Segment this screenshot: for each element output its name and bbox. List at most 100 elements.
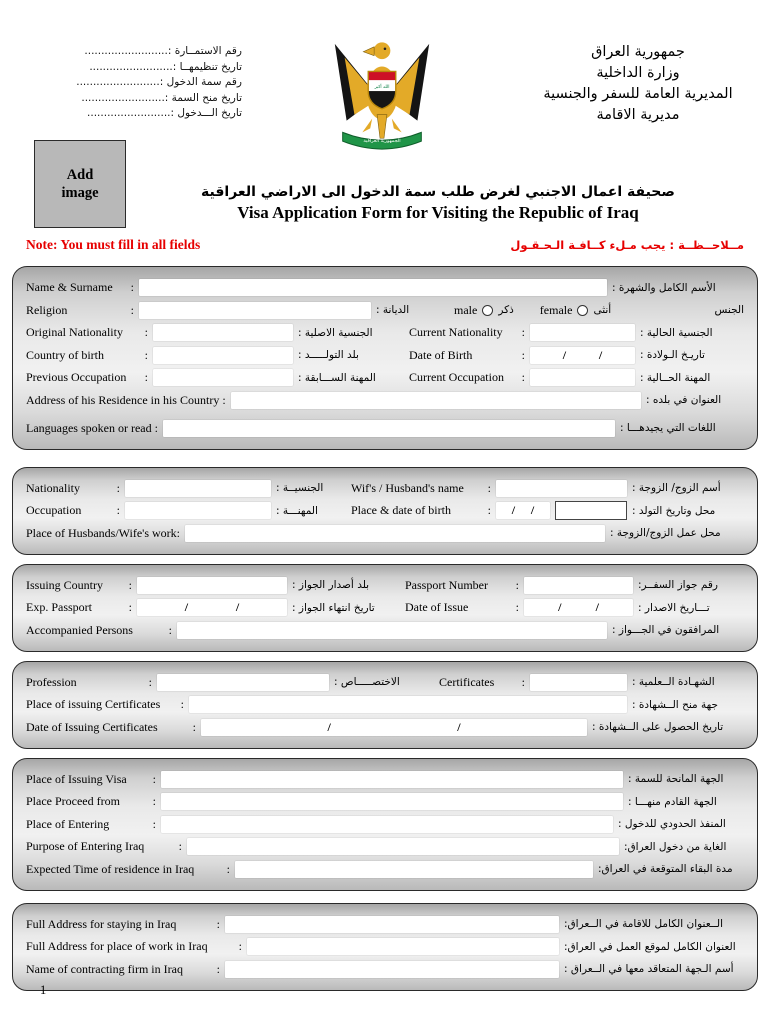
field-label-ar: الاختصـــــاص : [334, 676, 400, 688]
field-label-ar: الجهة القادم منهـــا : [628, 795, 717, 808]
label-colon: : [521, 347, 525, 362]
form-row: Place of issuing Certificates: جهة منح ال… [26, 695, 744, 715]
text-input[interactable] [225, 960, 559, 978]
text-input[interactable] [125, 479, 271, 497]
label-colon: : [515, 577, 519, 592]
date-input[interactable]: / / [201, 718, 587, 736]
field-label-ar: تاريخ الحصول على الــشهادة : [592, 721, 724, 733]
label-text: Previous Occupation [26, 370, 127, 384]
form-row: Previous Occupation: المهنة الســـابقة : C… [26, 368, 744, 388]
text-input[interactable] [157, 673, 329, 691]
label-colon: : [226, 861, 230, 876]
field-label-ar: الشهـادة الــعلمية : [632, 676, 715, 688]
add-image-button[interactable]: Add image [34, 140, 126, 228]
text-input[interactable] [496, 479, 627, 497]
field-label-ar: المهنة الســـابقة : [298, 371, 376, 384]
note-arabic: مــلاحــظــة : يجب مـلء كــافـة الـحـقـو… [510, 238, 744, 252]
field-label-ar: تاريـخ الـولادة : [640, 349, 705, 361]
slash-separator: / [511, 503, 516, 517]
text-input[interactable] [139, 279, 607, 296]
form-row: Address of his Residence in his Country … [26, 390, 744, 410]
field-label-en: Full Address for staying in Iraq: [26, 917, 220, 932]
text-input[interactable] [235, 860, 593, 878]
text-input[interactable] [161, 815, 613, 833]
field-label-ar: محل عمل الزوج/الزوجة : [610, 527, 721, 539]
form-row: Name & Surname: الأسم الكامل والشهرة : [26, 278, 744, 298]
label-text: Date of Issuing Certificates [26, 719, 158, 734]
flag-takbir-text: الله أكبر [374, 83, 390, 90]
emblem-banner-text: الجمهورية العراقية [363, 138, 400, 144]
admin-field: تاريخ الـــدخول :.......................… [87, 107, 242, 119]
text-input[interactable] [184, 524, 605, 542]
text-input[interactable] [125, 502, 271, 519]
field-label-en: Previous Occupation: [26, 370, 148, 385]
label-colon: : [515, 600, 519, 614]
label-colon: : [216, 916, 220, 931]
field-label-en: male [454, 302, 478, 317]
label-text: Certificates [439, 674, 495, 689]
date-input[interactable]: / / [524, 599, 633, 616]
text-input[interactable] [187, 838, 619, 855]
label-colon: : [180, 697, 184, 711]
text-input[interactable] [162, 419, 615, 437]
field-label-en: Place of Issuing Visa: [26, 772, 156, 787]
note-english: Note: You must fill in all fields [26, 237, 201, 252]
field-label-en: Profession: [26, 675, 152, 690]
field-label-en: Issuing Country: [26, 578, 132, 593]
text-input[interactable] [230, 391, 641, 409]
field-label-en: Expected Time of residence in Iraq: [26, 862, 230, 877]
text-input[interactable] [161, 793, 623, 810]
date-input[interactable]: / / [530, 346, 635, 364]
text-input[interactable] [161, 770, 623, 788]
label-text: Place of Issuing Visa [26, 771, 127, 786]
text-input[interactable] [177, 621, 607, 639]
field-label-ar: تاريخ انتهاء الجواز : [292, 601, 375, 614]
text-input[interactable] [530, 673, 627, 691]
text-input[interactable] [189, 696, 627, 713]
form-row: Place Proceed from: الجهة القادم منهـــا … [26, 792, 744, 812]
text-input[interactable] [524, 576, 633, 594]
field-label-ar: بلد أصدار الجواز : [292, 579, 370, 591]
admin-field: رقم الاستمــارة :.......................… [84, 45, 242, 57]
form-row: Languages spoken or read : اللغات التي يج… [26, 418, 744, 438]
field-label-en: Purpose of Entering Iraq: [26, 839, 182, 854]
field-label-ar: الأسم الكامل والشهرة : [612, 281, 716, 294]
text-input[interactable] [153, 324, 293, 341]
label-colon: : [144, 370, 148, 384]
form-row: Full Address for place of work in Iraq: ا… [26, 937, 744, 957]
label-text: Country of birth [26, 347, 104, 362]
field-label-ar: العنوان في بلده : [646, 394, 722, 406]
male-radio[interactable] [482, 304, 494, 316]
iraq-eagle-emblem: الله أكبر الجمهورية العراقية [334, 42, 430, 150]
field-label-ar: المرافقون في الجـــواز : [612, 624, 720, 636]
field-label-ar: الجنس [714, 304, 744, 316]
field-label-en: Date of Issue: [405, 600, 519, 615]
form-row: Date of Issuing Certificates: / / تاريخ الح… [26, 717, 744, 737]
text-input[interactable] [153, 346, 293, 364]
text-input[interactable] [530, 324, 635, 341]
date-input[interactable]: / / [496, 502, 550, 519]
text-input[interactable] [139, 301, 371, 319]
label-colon: : [152, 794, 156, 808]
date-input[interactable]: / / [137, 599, 287, 616]
field-label-en: Accompanied Persons: [26, 623, 172, 638]
field-label-ar: الديانة : [376, 304, 410, 316]
emblem-wrap: الله أكبر الجمهورية العراقية [242, 32, 522, 158]
text-input[interactable] [153, 369, 293, 386]
field-label-en: Place of Husbands/Wife's work: [26, 525, 180, 540]
field-label-ar: العنوان الكامل لموقع العمل في العراق: [564, 940, 736, 953]
text-input[interactable] [225, 915, 559, 933]
female-radio[interactable] [577, 304, 589, 316]
form-row: Place of Husbands/Wife's work: محل عمل ال… [26, 523, 744, 543]
ministry-header-line: جمهورية العراق [591, 44, 685, 60]
title-block: Add image صحيفة اعمال الاجنبي لغرض طلب س… [0, 140, 770, 228]
text-input[interactable] [530, 369, 635, 386]
form-row: Purpose of Entering Iraq: الغاية من دخول … [26, 837, 744, 857]
field-label-ar: المهنـــة : [276, 504, 318, 517]
field-label-ar: اللغات التي يجيدهـــا : [620, 422, 716, 434]
slash-separator: / [327, 719, 331, 734]
place-input[interactable] [555, 501, 627, 520]
field-label-ar: محل وتاريخ التولد : [632, 504, 716, 517]
text-input[interactable] [247, 938, 559, 955]
text-input[interactable] [137, 576, 287, 594]
